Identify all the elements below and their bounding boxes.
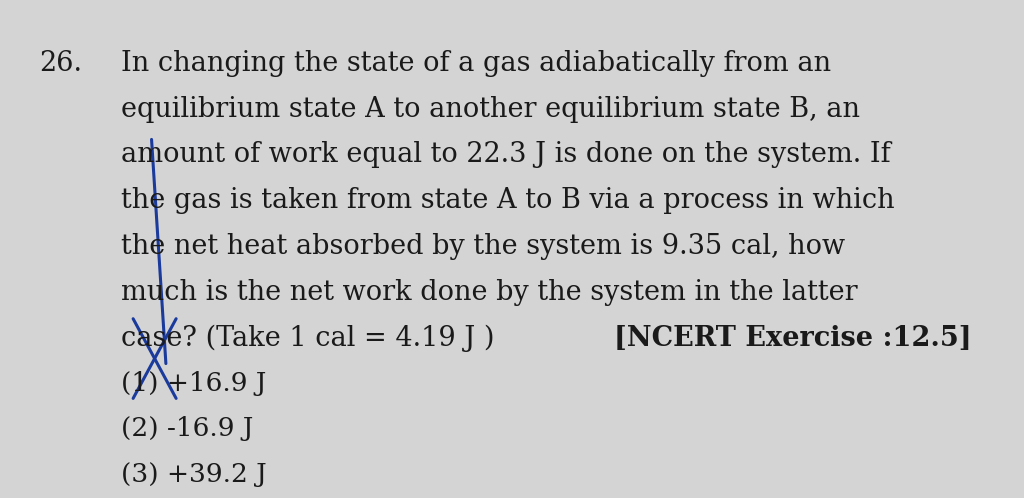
Text: (2) -16.9 J: (2) -16.9 J <box>121 416 253 441</box>
Text: (3) +39.2 J: (3) +39.2 J <box>121 462 266 487</box>
Text: [NCERT Exercise :12.5]: [NCERT Exercise :12.5] <box>614 325 972 352</box>
Text: (1) +16.9 J: (1) +16.9 J <box>121 371 266 395</box>
Text: much is the net work done by the system in the latter: much is the net work done by the system … <box>121 279 857 306</box>
Text: In changing the state of a gas adiabatically from an: In changing the state of a gas adiabatic… <box>121 50 830 77</box>
Text: the net heat absorbed by the system is 9.35 cal, how: the net heat absorbed by the system is 9… <box>121 233 845 260</box>
Text: 26.: 26. <box>39 50 82 77</box>
Text: case? (Take 1 cal = 4.19 J ): case? (Take 1 cal = 4.19 J ) <box>121 325 503 352</box>
Text: the gas is taken from state A to B via a process in which: the gas is taken from state A to B via a… <box>121 187 894 214</box>
Text: amount of work equal to 22.3 J is done on the system. If: amount of work equal to 22.3 J is done o… <box>121 141 891 168</box>
Text: equilibrium state A to another equilibrium state B, an: equilibrium state A to another equilibri… <box>121 96 860 123</box>
